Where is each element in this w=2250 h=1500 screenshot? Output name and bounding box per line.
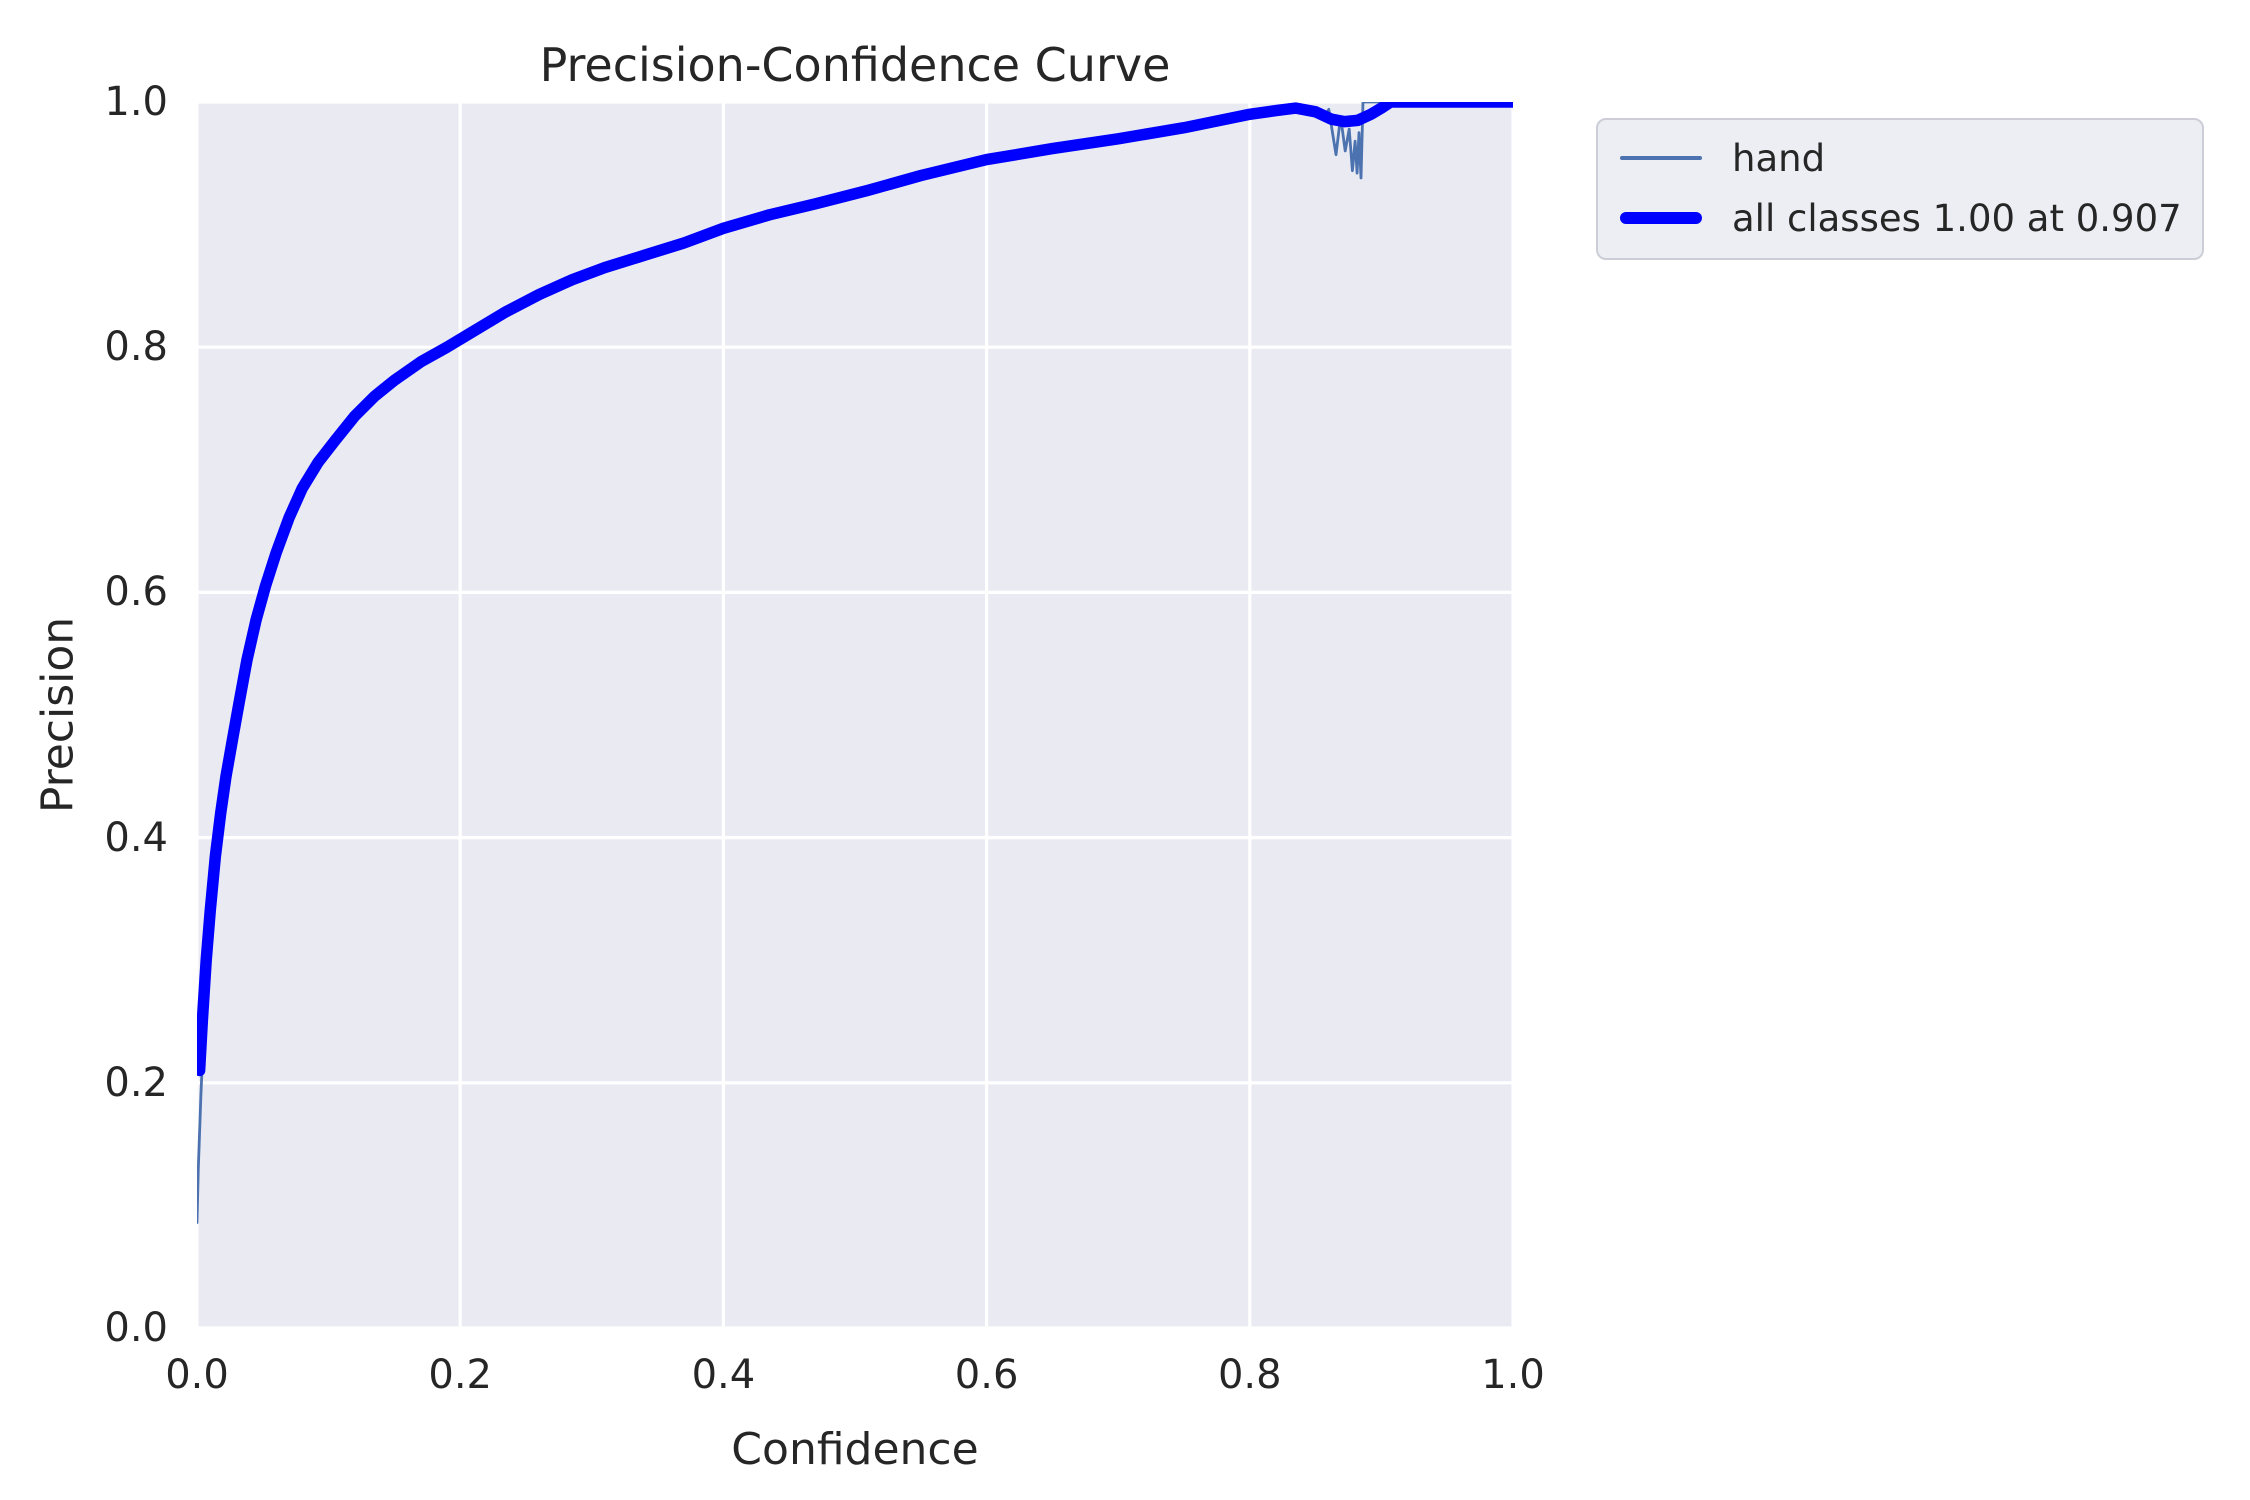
legend-label-all-classes: all classes 1.00 at 0.907 (1732, 196, 2182, 240)
x-tick-label-0.0: 0.0 (165, 1352, 229, 1398)
all-classes-line-swatch (1620, 212, 1702, 224)
hand-line-swatch (1620, 156, 1702, 160)
legend-entry-hand: hand (1620, 136, 2178, 180)
y-tick-label-0.4: 0.4 (104, 814, 168, 861)
y-axis-label: Precision (32, 616, 84, 814)
y-tick-label-1.0: 1.0 (104, 79, 168, 125)
y-tick-label-0.2: 0.2 (104, 1059, 168, 1106)
x-tick-label-0.8: 0.8 (1217, 1352, 1282, 1398)
plot-area (197, 102, 1513, 1328)
x-tick-label-1.0: 1.0 (1481, 1352, 1545, 1398)
legend: hand all classes 1.00 at 0.907 (1596, 118, 2204, 260)
chart-title: Precision-Confidence Curve (539, 38, 1171, 92)
legend-entry-all-classes: all classes 1.00 at 0.907 (1620, 196, 2182, 240)
x-axis-label: Confidence (731, 1424, 979, 1475)
series-line-all (197, 102, 1513, 1077)
y-tick-label-0.6: 0.6 (104, 569, 168, 616)
y-tick-label-0.0: 0.0 (104, 1305, 168, 1351)
x-tick-label-0.6: 0.6 (954, 1352, 1019, 1398)
legend-label-hand: hand (1732, 136, 1826, 180)
x-tick-label-0.4: 0.4 (691, 1352, 756, 1398)
y-tick-label-0.8: 0.8 (104, 324, 168, 371)
x-tick-label-0.2: 0.2 (428, 1352, 492, 1398)
